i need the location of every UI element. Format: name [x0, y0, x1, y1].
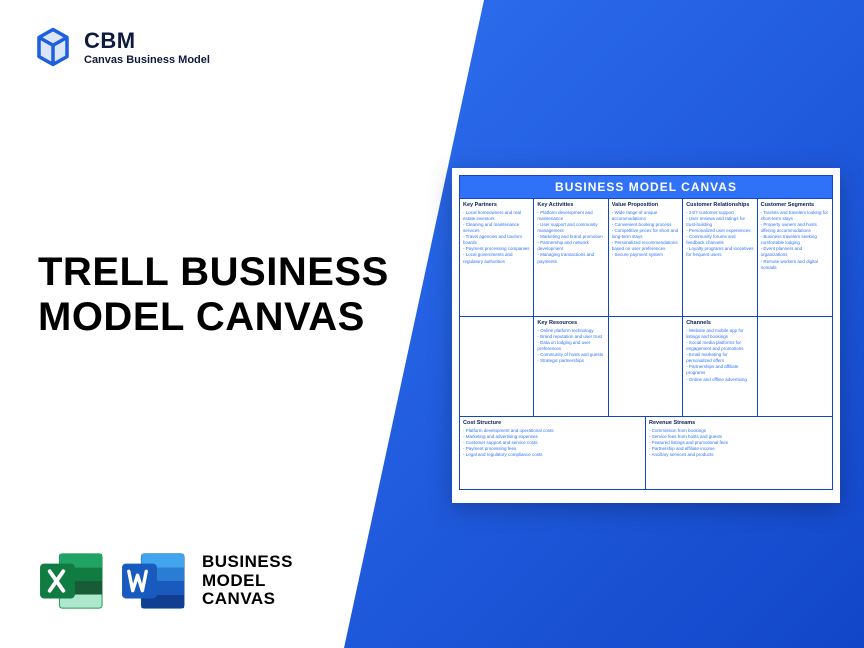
- cell-items: - Tourists and travelers looking for sho…: [761, 210, 829, 271]
- cell-key-partners: Key Partners - Local homeowners and real…: [460, 199, 534, 317]
- cell-empty: [609, 317, 683, 417]
- canvas-preview-card: BUSINESS MODEL CANVAS Key Partners - Loc…: [452, 168, 840, 503]
- canvas-grid: Key Partners - Local homeowners and real…: [459, 199, 833, 490]
- cell-items: - Online platform technology- Brand repu…: [537, 328, 604, 364]
- word-icon: [120, 550, 188, 612]
- cell-customer-segments: Customer Segments - Tourists and travele…: [758, 199, 832, 317]
- cell-customer-relationships: Customer Relationships - 24/7 customer s…: [683, 199, 757, 317]
- apps-label-line2: MODEL: [202, 572, 293, 590]
- cell-revenue-streams: Revenue Streams - Commission from bookin…: [646, 417, 832, 489]
- cell-empty: [460, 317, 534, 417]
- brand-logo-group: CBM Canvas Business Model: [32, 26, 210, 68]
- brand-logo-icon: [32, 26, 74, 68]
- cell-empty: [758, 317, 832, 417]
- apps-label-line3: CANVAS: [202, 590, 293, 608]
- cell-title: Customer Segments: [761, 202, 829, 208]
- apps-row: BUSINESS MODEL CANVAS: [38, 550, 293, 612]
- brand-name: CBM: [84, 28, 210, 54]
- brand-subtitle: Canvas Business Model: [84, 54, 210, 66]
- excel-icon: [38, 550, 106, 612]
- cell-key-resources: Key Resources - Online platform technolo…: [534, 317, 608, 417]
- cell-title: Channels: [686, 320, 753, 326]
- cell-items: - Local homeowners and real estate inves…: [463, 210, 530, 265]
- cell-channels: Channels - Website and mobile app for li…: [683, 317, 757, 417]
- cell-items: - 24/7 customer support- User reviews an…: [686, 210, 753, 259]
- apps-label-line1: BUSINESS: [202, 553, 293, 571]
- cell-items: - Platform development and maintenance- …: [537, 210, 604, 265]
- cell-items: - Website and mobile app for listings an…: [686, 328, 753, 383]
- cell-title: Cost Structure: [463, 420, 642, 426]
- cell-title: Key Activities: [537, 202, 604, 208]
- cell-title: Key Resources: [537, 320, 604, 326]
- page-title-line1: TRELL BUSINESS: [38, 250, 389, 295]
- cell-value-proposition: Value Proposition - Wide range of unique…: [609, 199, 683, 317]
- cell-title: Customer Relationships: [686, 202, 753, 208]
- cell-items: - Wide range of unique accommodations- C…: [612, 210, 679, 259]
- cell-key-activities: Key Activities - Platform development an…: [534, 199, 608, 317]
- cell-cost-structure: Cost Structure - Platform development an…: [460, 417, 646, 489]
- cell-items: - Commission from bookings- Service fees…: [649, 428, 829, 458]
- page-title: TRELL BUSINESS MODEL CANVAS: [38, 250, 389, 340]
- cell-title: Value Proposition: [612, 202, 679, 208]
- apps-label: BUSINESS MODEL CANVAS: [202, 553, 293, 608]
- cell-title: Key Partners: [463, 202, 530, 208]
- cell-items: - Platform development and operational c…: [463, 428, 642, 458]
- page-title-line2: MODEL CANVAS: [38, 295, 389, 340]
- canvas-title: BUSINESS MODEL CANVAS: [459, 175, 833, 199]
- cell-title: Revenue Streams: [649, 420, 829, 426]
